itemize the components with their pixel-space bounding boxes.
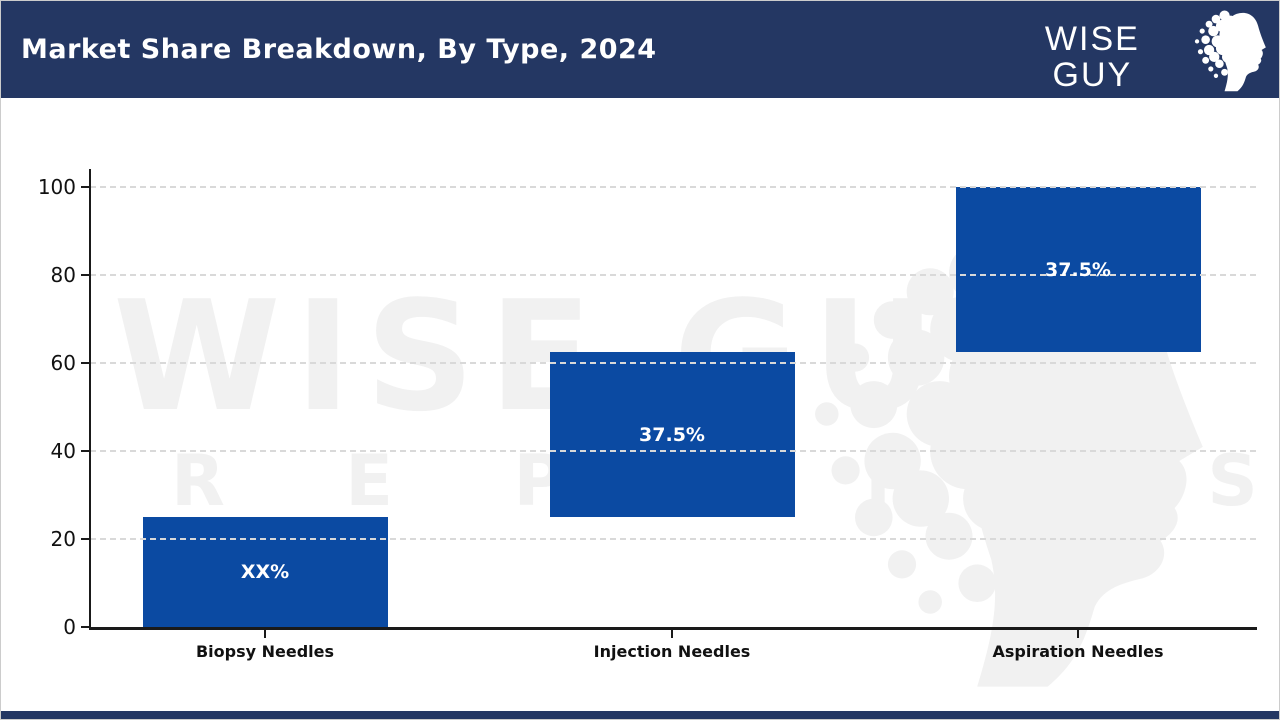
bar-aspiration-needles [955,187,1201,352]
gridline-20 [90,538,1256,540]
y-tick-label: 100 [37,175,76,199]
y-tick-label: 0 [63,615,76,639]
x-axis-line [89,627,1257,630]
bar-value-label: 37.5% [639,423,705,446]
y-tick-label: 40 [50,439,76,463]
logo-wise-guy-label: WISE GUY [1044,20,1140,94]
y-tick-label: 60 [50,351,76,375]
logo-text: WISE GUY R E P O R T S [1002,21,1183,115]
category-label-3: Aspiration Needles [992,642,1164,661]
page-title: Market Share Breakdown, By Type, 2024 [21,34,657,65]
y-axis-line [89,169,91,630]
category-label-2: Injection Needles [593,642,751,661]
bar-injection-needles [549,352,795,517]
x-tick-mark [1077,630,1079,638]
gridline-100 [90,186,1256,188]
gridline-80 [90,274,1256,276]
bar-value-label: XX% [240,561,290,583]
gridline-60 [90,362,1256,364]
x-tick-mark [671,630,673,638]
gridline-40 [90,450,1256,452]
bar-value-label: 37.5% [1045,258,1111,281]
y-tick-mark [81,186,89,188]
y-tick-mark [81,274,89,276]
bar-biopsy-needles [142,517,388,627]
logo-head-dots-icon [1194,10,1266,92]
logo-reports-label: R E P O R T S [1001,97,1183,113]
category-label-1: Biopsy Needles [195,642,335,661]
y-tick-mark [81,626,89,628]
header-bar: Market Share Breakdown, By Type, 2024 WI… [1,1,1279,113]
y-tick-mark [81,450,89,452]
x-tick-mark [264,630,266,638]
wise-guy-reports-logo: WISE GUY R E P O R T S [1002,5,1271,113]
y-tick-mark [81,538,89,540]
footer-bar [1,711,1279,719]
y-tick-label: 20 [50,527,76,551]
y-tick-mark [81,362,89,364]
y-tick-label: 80 [50,263,76,287]
